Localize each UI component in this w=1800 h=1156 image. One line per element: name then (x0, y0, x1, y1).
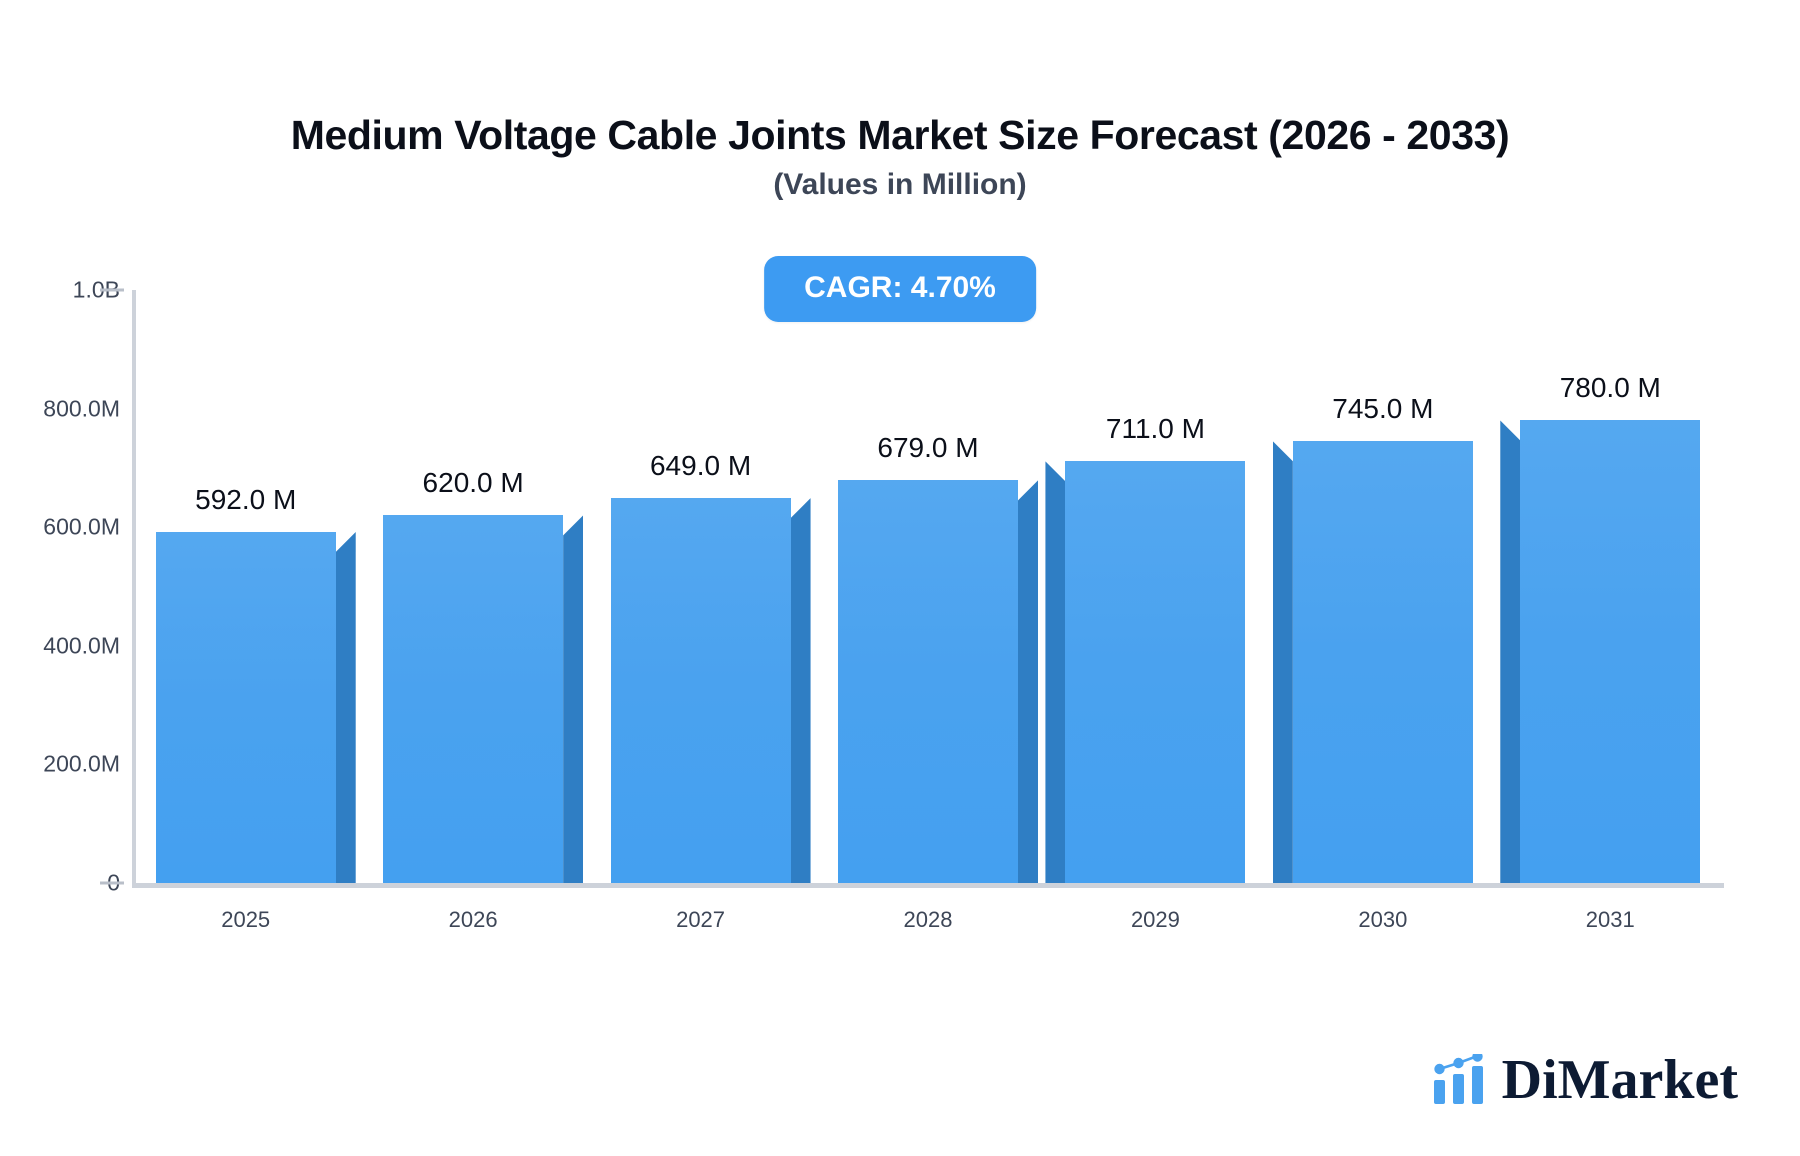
bar-2027[interactable]: 649.0 M (610, 450, 811, 883)
bar-side-face (1018, 480, 1038, 883)
bar-side-face (1045, 461, 1066, 883)
x-axis-tick-label: 2028 (903, 907, 953, 932)
x-axis-line (132, 883, 1724, 888)
x-axis-tick-label: 2030 (1358, 907, 1408, 932)
bar-front-face (610, 498, 791, 883)
page-title: Medium Voltage Cable Joints Market Size … (290, 112, 1510, 158)
bar-2025[interactable]: 592.0 M (155, 484, 356, 883)
bar-chart-logo-icon (1433, 1054, 1483, 1104)
bar-front-face (155, 531, 336, 883)
brand-name: DiMarket (1501, 1049, 1738, 1111)
y-axis-tick-label: 800.0M (43, 395, 120, 422)
bar-value-label: 592.0 M (195, 483, 297, 515)
cagr-badge: CAGR: 4.70% (764, 256, 1036, 322)
bar-2026[interactable]: 620.0 M (383, 467, 584, 883)
bar-front-face (383, 515, 564, 883)
bar-value-label: 780.0 M (1559, 372, 1661, 404)
bar-side-face (1500, 420, 1521, 883)
bar-value-label: 620.0 M (422, 467, 524, 499)
y-axis-tick-label: 200.0M (43, 750, 120, 777)
y-axis-tick-mark (100, 288, 124, 292)
x-axis-tick-label: 2031 (1585, 907, 1635, 932)
y-axis-line (132, 290, 136, 887)
bar-2028[interactable]: 679.0 M (838, 432, 1038, 883)
bar-front-face (838, 480, 1018, 883)
bar-front-face (1065, 461, 1246, 883)
bar-2030[interactable]: 745.0 M (1272, 393, 1473, 883)
bar-side-face (335, 531, 356, 883)
x-axis-tick-label: 2025 (221, 907, 271, 932)
bar-side-face (1272, 441, 1293, 883)
bar-2031[interactable]: 780.0 M (1500, 372, 1701, 883)
chart-subtitle: (Values in Million) (773, 168, 1027, 201)
x-axis-tick-label: 2029 (1130, 907, 1180, 932)
bar-front-face (1520, 420, 1701, 883)
y-axis-tick-label: 400.0M (43, 632, 120, 659)
bar-front-face (1292, 441, 1473, 883)
bar-value-label: 711.0 M (1105, 413, 1205, 445)
bar-value-label: 679.0 M (877, 432, 979, 464)
bar-value-label: 745.0 M (1332, 393, 1434, 425)
x-axis-tick-label: 2027 (676, 907, 726, 932)
y-axis-tick-label: 600.0M (43, 513, 120, 540)
bar-side-face (563, 515, 584, 883)
brand-logo: DiMarket (1432, 1052, 1738, 1108)
x-axis-tick-label: 2026 (448, 907, 498, 932)
bar-value-label: 649.0 M (649, 450, 752, 482)
bar-2029[interactable]: 711.0 M (1045, 413, 1246, 883)
bar-side-face (790, 498, 811, 883)
y-axis-tick-mark (100, 881, 124, 885)
